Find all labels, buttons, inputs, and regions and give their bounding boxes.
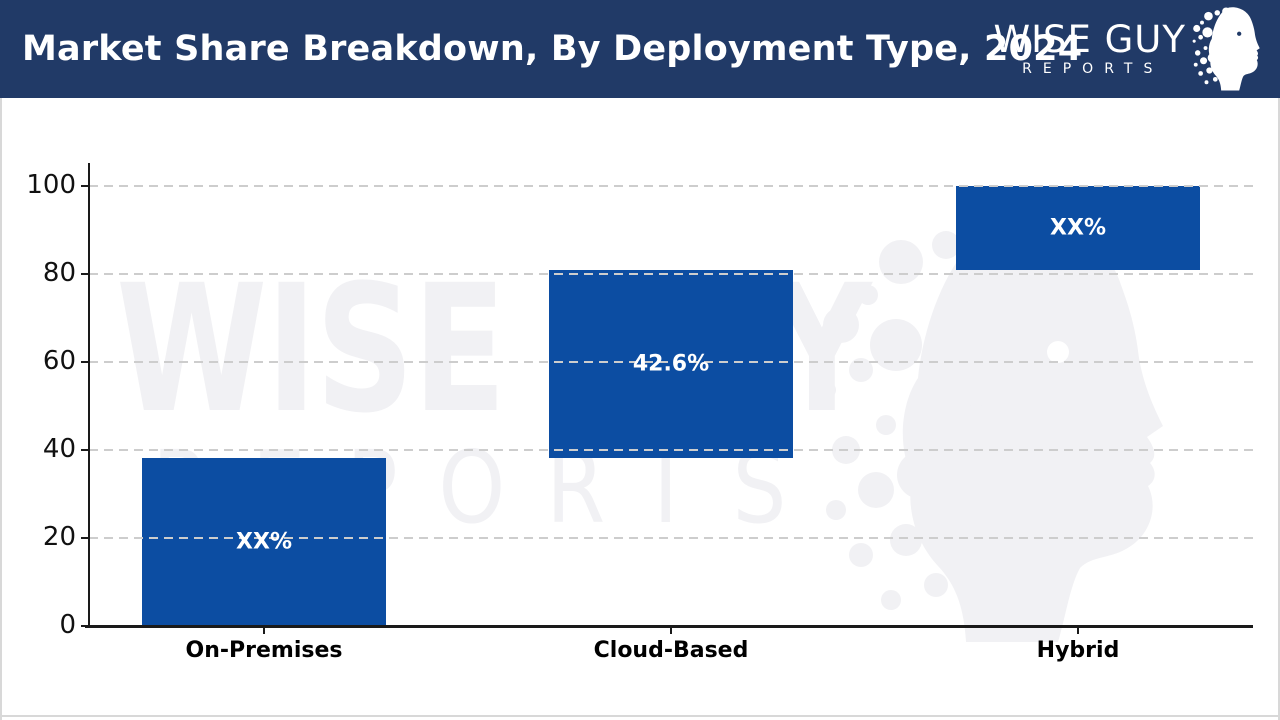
gridline-100 xyxy=(89,185,1253,187)
y-tick-label-40: 40 xyxy=(42,433,76,464)
page-title: Market Share Breakdown, By Deployment Ty… xyxy=(22,29,1083,69)
gridline-40 xyxy=(89,449,1253,451)
x-tick-mark xyxy=(1077,627,1079,634)
x-tick-mark xyxy=(670,627,672,634)
logo-wordmark: WISE GUY REPORTS xyxy=(993,18,1186,77)
bar-cloud-based xyxy=(549,270,793,458)
y-tick-label-80: 80 xyxy=(42,257,76,288)
y-tick-label-100: 100 xyxy=(26,169,76,200)
bar-value-label: 42.6% xyxy=(632,351,710,377)
gridline-60 xyxy=(89,361,1253,363)
y-tick-label-60: 60 xyxy=(42,345,76,376)
y-tick-label-20: 20 xyxy=(42,521,76,552)
image-border-right xyxy=(1278,0,1280,720)
brand-logo: WISE GUY REPORTS xyxy=(994,4,1270,94)
x-tick-label-on-premises: On-Premises xyxy=(185,638,343,663)
logo-wordmark-line2: REPORTS xyxy=(1022,60,1164,77)
gridline-20 xyxy=(89,537,1253,539)
header-bar: Market Share Breakdown, By Deployment Ty… xyxy=(0,0,1280,98)
y-axis-spine xyxy=(88,163,90,627)
y-tick-mark-100 xyxy=(81,185,89,187)
y-tick-mark-60 xyxy=(81,361,89,363)
x-tick-mark xyxy=(263,627,265,634)
x-tick-label-cloud-based: Cloud-Based xyxy=(593,638,749,663)
bar-hybrid xyxy=(956,186,1200,271)
y-tick-mark-40 xyxy=(81,449,89,451)
logo-head-profile-icon xyxy=(1192,7,1260,91)
bar-on-premises xyxy=(142,457,386,626)
logo-wordmark-line1: WISE GUY xyxy=(993,18,1186,62)
bar-value-label: XX% xyxy=(236,529,292,555)
image-border-left xyxy=(0,0,2,720)
bar-value-label: XX% xyxy=(1050,215,1106,241)
y-tick-mark-20 xyxy=(81,537,89,539)
x-tick-label-hybrid: Hybrid xyxy=(1036,638,1120,663)
y-tick-label-0: 0 xyxy=(59,609,76,640)
x-axis-spine xyxy=(85,625,1253,628)
y-tick-mark-80 xyxy=(81,273,89,275)
image-border-bottom xyxy=(0,715,1280,717)
gridline-80 xyxy=(89,273,1253,275)
